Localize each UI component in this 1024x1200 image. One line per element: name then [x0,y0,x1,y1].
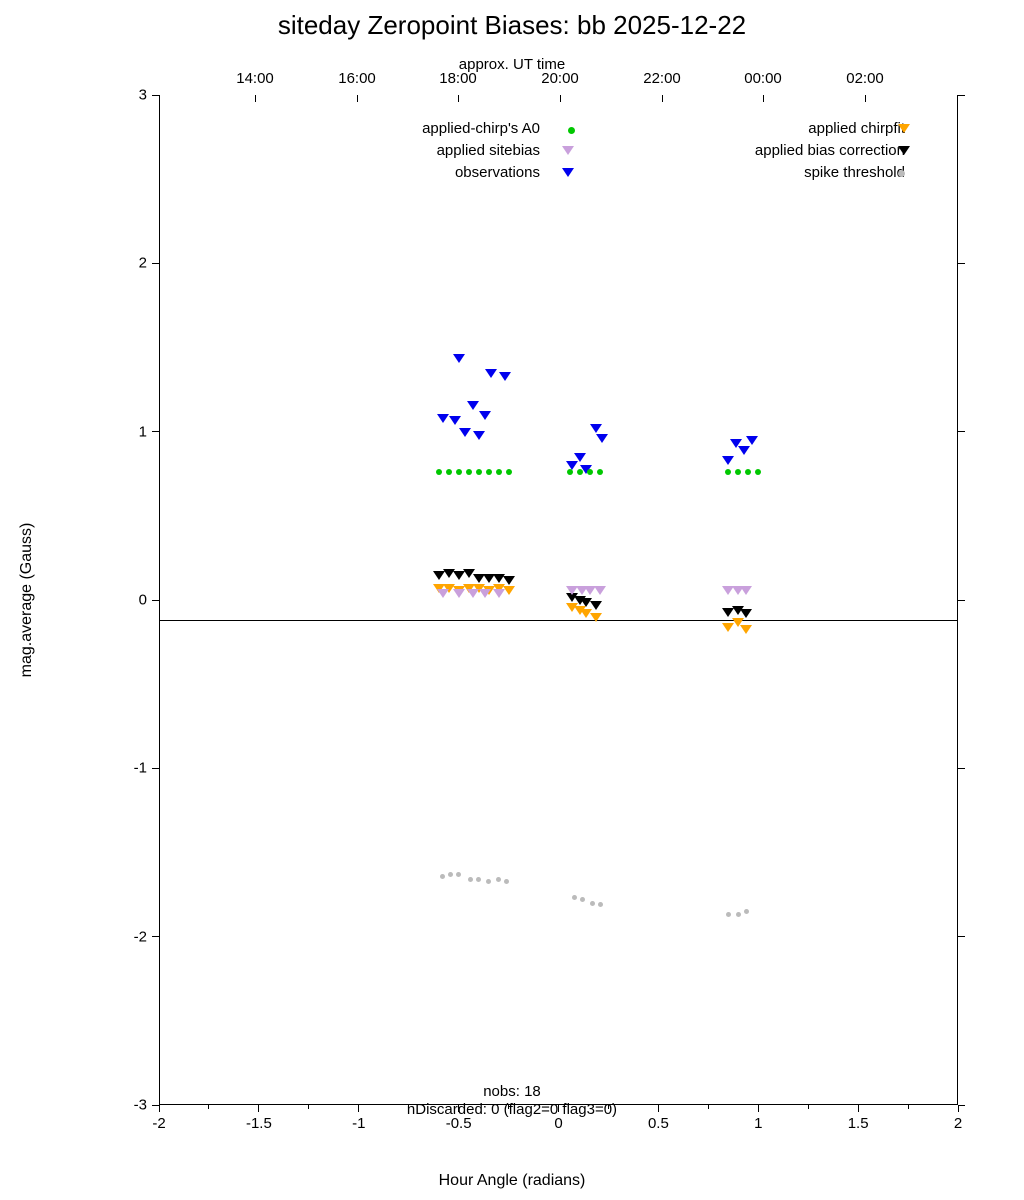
top-tick-label: 00:00 [744,70,782,87]
legend-marker-sitebias [562,146,574,155]
y-tick-label: 2 [119,255,147,272]
data-point-triangle[interactable] [499,372,511,381]
top-tick-mark [255,95,256,102]
top-tick-label: 14:00 [236,70,274,87]
legend-label-observations: observations [260,164,540,181]
data-point-dot[interactable] [744,909,749,914]
y-tick-label: -2 [119,928,147,945]
y-axis-title: mag.average (Gauss) [18,450,36,750]
data-point-dot[interactable] [590,901,595,906]
y-tick-mark-right [958,263,965,264]
data-point-dot[interactable] [486,469,492,475]
data-point-dot[interactable] [466,469,472,475]
top-tick-label: 16:00 [338,70,376,87]
x-axis-title: Hour Angle (radians) [0,1172,1024,1190]
y-tick-mark-right [958,95,965,96]
data-point-triangle[interactable] [594,586,606,595]
legend-marker-observations [562,168,574,177]
zero-gridline [159,620,958,621]
data-point-triangle[interactable] [467,401,479,410]
data-point-dot[interactable] [456,469,462,475]
data-point-dot[interactable] [506,469,512,475]
data-point-dot[interactable] [504,879,509,884]
data-point-dot[interactable] [448,872,453,877]
data-point-triangle[interactable] [479,589,491,598]
y-tick-mark-right [958,600,965,601]
chart-container: siteday Zeropoint Biases: bb 2025-12-22 … [0,0,1024,1200]
nobs-label: nobs: 18 [0,1083,1024,1100]
data-point-triangle[interactable] [437,414,449,423]
data-point-triangle[interactable] [453,354,465,363]
data-point-triangle[interactable] [459,428,471,437]
discarded-label: nDiscarded: 0 (flag2=0 flag3=0) [0,1101,1024,1118]
data-point-triangle[interactable] [738,446,750,455]
data-point-triangle[interactable] [449,416,461,425]
top-tick-mark [865,95,866,102]
legend-marker-biascorr [898,146,910,155]
data-point-dot[interactable] [440,874,445,879]
data-point-triangle[interactable] [493,589,505,598]
data-point-triangle[interactable] [740,625,752,634]
y-tick-label: 3 [119,87,147,104]
y-tick-mark [152,936,159,937]
legend-label-biascorr: applied bias correction [625,142,905,159]
plot-area [159,95,958,1105]
top-tick-mark [560,95,561,102]
data-point-triangle[interactable] [574,453,586,462]
data-point-dot[interactable] [476,469,482,475]
y-tick-label: 1 [119,423,147,440]
data-point-triangle[interactable] [740,586,752,595]
y-tick-mark [152,600,159,601]
data-point-triangle[interactable] [473,431,485,440]
top-tick-label: 18:00 [439,70,477,87]
top-tick-mark [357,95,358,102]
chart-title: siteday Zeropoint Biases: bb 2025-12-22 [0,10,1024,41]
data-point-triangle[interactable] [467,589,479,598]
top-tick-label: 22:00 [643,70,681,87]
legend-marker-spike [898,170,905,177]
data-point-triangle[interactable] [485,369,497,378]
data-point-triangle[interactable] [590,424,602,433]
top-tick-label: 20:00 [541,70,579,87]
y-tick-label: -1 [119,760,147,777]
data-point-dot[interactable] [476,877,481,882]
data-point-dot[interactable] [496,469,502,475]
data-point-dot[interactable] [486,879,491,884]
top-tick-mark [458,95,459,102]
y-tick-label: 0 [119,592,147,609]
y-tick-mark [152,263,159,264]
top-tick-label: 02:00 [846,70,884,87]
y-tick-mark-right [958,768,965,769]
top-tick-mark [662,95,663,102]
legend-label-a0: applied-chirp's A0 [260,120,540,137]
legend-label-spike: spike threshold [625,164,905,181]
data-point-dot[interactable] [436,469,442,475]
data-point-triangle[interactable] [746,436,758,445]
legend-label-chirpfit: applied chirpfit [625,120,905,137]
top-tick-mark [763,95,764,102]
data-point-triangle[interactable] [722,456,734,465]
data-point-triangle[interactable] [596,434,608,443]
data-point-dot[interactable] [496,877,501,882]
legend-marker-a0 [568,127,575,134]
legend-label-sitebias: applied sitebias [260,142,540,159]
data-point-triangle[interactable] [437,589,449,598]
data-point-triangle[interactable] [479,411,491,420]
y-tick-mark-right [958,936,965,937]
y-tick-mark [152,431,159,432]
data-point-triangle[interactable] [590,613,602,622]
legend-marker-chirpfit [898,124,910,133]
y-tick-mark-right [958,431,965,432]
y-tick-mark [152,768,159,769]
data-point-dot[interactable] [456,872,461,877]
data-point-dot[interactable] [446,469,452,475]
y-tick-mark [152,95,159,96]
data-point-triangle[interactable] [453,589,465,598]
